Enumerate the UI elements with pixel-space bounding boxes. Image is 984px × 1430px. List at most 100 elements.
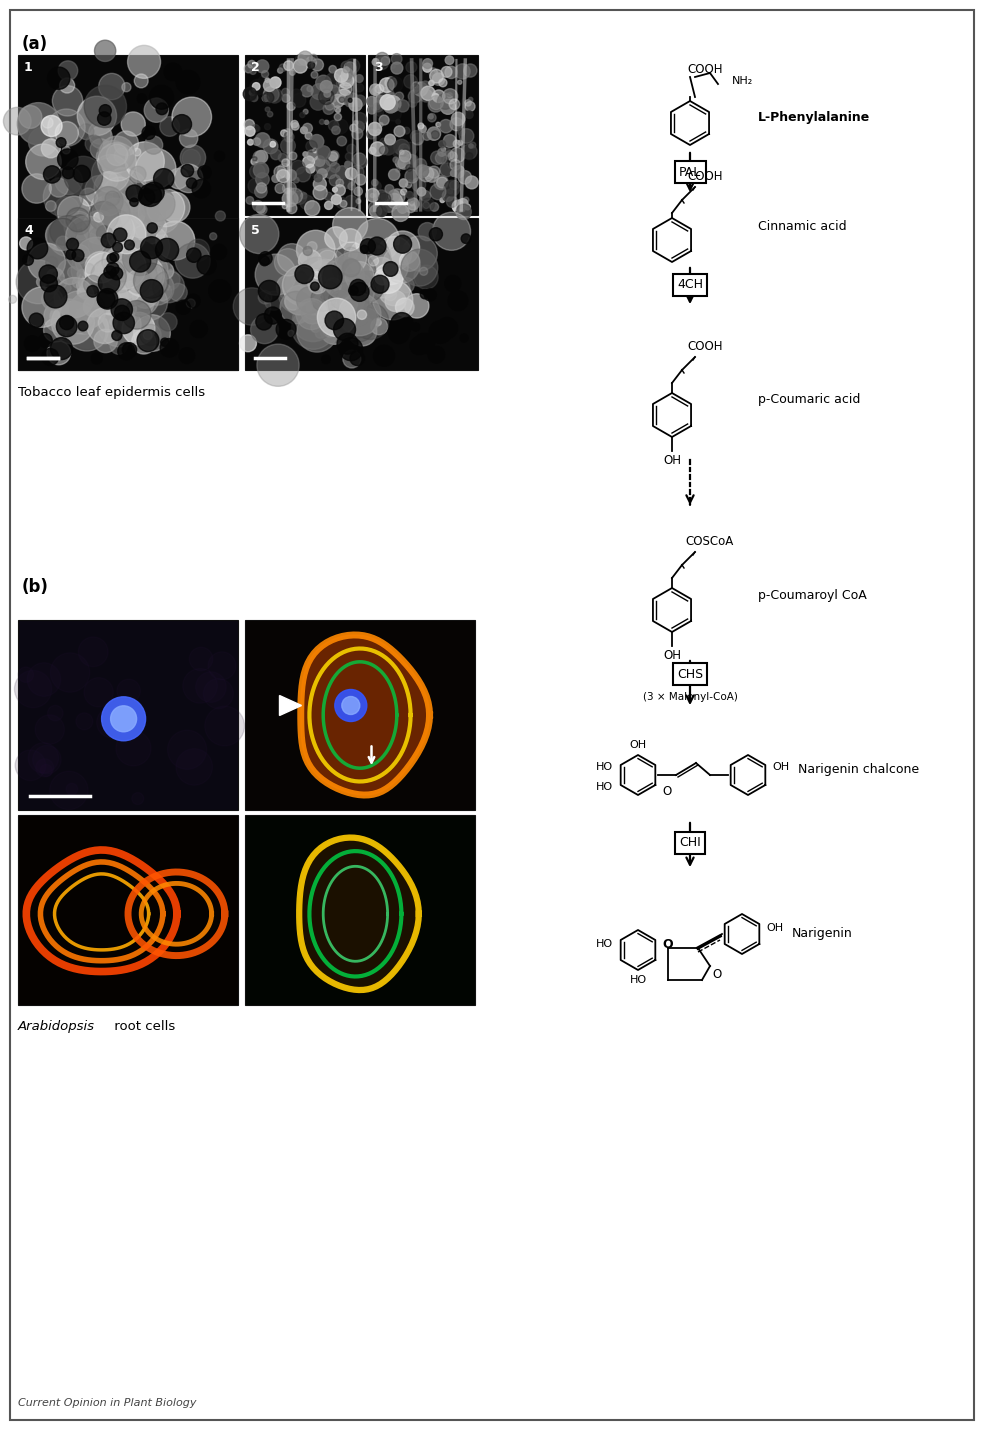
Text: NH₂: NH₂ [732,76,753,86]
Circle shape [197,256,216,275]
Circle shape [148,136,154,142]
Circle shape [278,285,290,297]
Bar [245,54,365,214]
Circle shape [187,295,200,307]
Circle shape [117,679,141,702]
Circle shape [75,237,118,280]
Circle shape [280,130,287,137]
Circle shape [133,259,162,289]
Text: p-Coumaric acid: p-Coumaric acid [758,393,860,406]
Circle shape [121,300,137,316]
Circle shape [418,124,426,133]
Circle shape [48,216,90,257]
Circle shape [431,152,444,164]
Circle shape [305,133,312,139]
Circle shape [439,120,453,133]
Circle shape [328,283,369,323]
Circle shape [79,266,108,296]
Circle shape [204,679,233,709]
Circle shape [135,223,153,240]
Circle shape [41,349,59,366]
Circle shape [107,706,118,718]
Circle shape [307,86,312,92]
Circle shape [468,97,472,102]
Circle shape [73,277,83,287]
Circle shape [335,184,345,196]
Circle shape [412,133,423,144]
Circle shape [253,137,261,146]
Circle shape [391,61,402,74]
Circle shape [432,90,445,103]
Circle shape [339,295,357,313]
Circle shape [301,193,307,199]
Circle shape [360,239,375,253]
Circle shape [438,149,446,156]
Circle shape [335,106,340,112]
Circle shape [430,184,446,200]
Circle shape [176,749,213,785]
Circle shape [284,132,294,142]
Circle shape [97,289,118,309]
Circle shape [140,325,161,346]
Circle shape [374,103,380,110]
Circle shape [179,347,195,363]
Circle shape [458,140,462,146]
Circle shape [29,127,57,156]
Text: OH: OH [630,739,646,749]
Circle shape [350,279,366,296]
Circle shape [92,275,103,285]
Circle shape [418,166,434,182]
Circle shape [308,61,315,69]
Circle shape [41,116,62,136]
Circle shape [429,320,452,343]
Circle shape [275,249,302,276]
Circle shape [90,202,118,230]
Circle shape [321,316,348,345]
Circle shape [385,134,396,144]
Circle shape [432,212,470,250]
Circle shape [376,109,384,116]
Circle shape [350,282,369,302]
Circle shape [130,252,151,272]
Circle shape [398,157,409,169]
Circle shape [132,196,164,227]
Circle shape [373,265,402,293]
Circle shape [335,252,376,293]
Circle shape [245,126,255,136]
Circle shape [66,207,91,232]
Circle shape [306,164,315,173]
Circle shape [405,61,417,73]
Circle shape [127,189,133,196]
Circle shape [248,60,256,69]
Circle shape [386,106,401,122]
Circle shape [344,247,357,260]
Circle shape [42,117,53,129]
Circle shape [309,162,324,177]
Circle shape [353,153,366,166]
Polygon shape [279,695,301,715]
Circle shape [463,197,469,203]
Circle shape [28,243,66,280]
Circle shape [129,252,168,290]
Circle shape [312,285,351,323]
Circle shape [385,184,394,193]
Circle shape [406,192,413,199]
Circle shape [70,292,105,329]
Circle shape [145,99,168,123]
Circle shape [77,269,87,279]
Bar [18,217,238,370]
Circle shape [458,129,465,136]
Circle shape [298,51,312,66]
Circle shape [240,214,278,253]
Circle shape [155,239,179,262]
Circle shape [373,280,413,320]
Circle shape [325,227,347,249]
Circle shape [196,672,226,702]
Circle shape [77,289,86,296]
Circle shape [118,343,135,360]
Circle shape [284,267,319,302]
Circle shape [139,192,181,235]
Circle shape [394,139,409,154]
Circle shape [152,190,172,212]
Circle shape [341,179,352,189]
